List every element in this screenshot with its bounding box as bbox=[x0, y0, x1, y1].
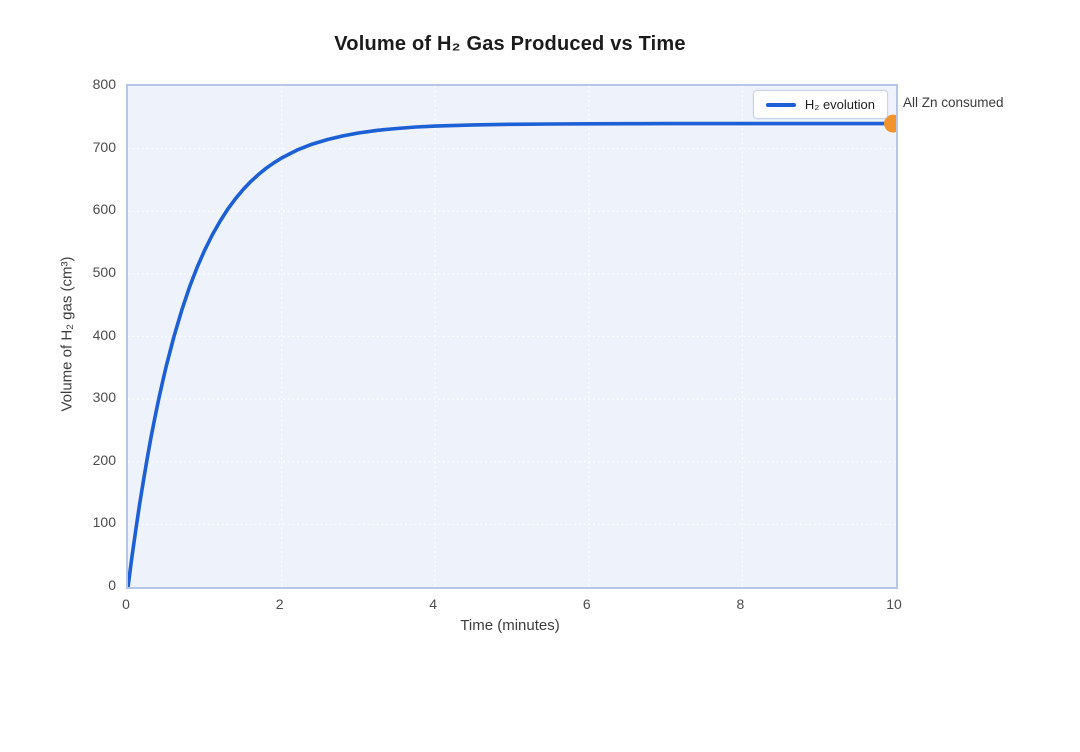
legend-label: H₂ evolution bbox=[804, 97, 875, 112]
endpoint-marker bbox=[884, 114, 896, 133]
y-tick-label: 500 bbox=[92, 263, 116, 280]
y-tick-label: 800 bbox=[92, 76, 116, 92]
y-axis-label: Volume of H₂ gas (cm³) bbox=[58, 256, 76, 412]
y-tick-label: 700 bbox=[92, 138, 116, 155]
x-tick-label: 2 bbox=[275, 596, 284, 612]
legend-line-swatch bbox=[765, 102, 796, 107]
x-tick-label: 0 bbox=[122, 596, 130, 612]
y-tick-label: 100 bbox=[92, 514, 116, 531]
annotation-all-zn-consumed: All Zn consumed bbox=[903, 95, 1004, 110]
y-tick-label: 200 bbox=[92, 451, 116, 468]
plot-area: H₂ evolution bbox=[126, 84, 898, 589]
x-axis-label: Time (minutes) bbox=[460, 617, 560, 634]
y-tick-label: 300 bbox=[92, 389, 116, 406]
y-tick-label: 600 bbox=[92, 201, 116, 218]
x-tick-label: 4 bbox=[429, 596, 438, 612]
series-line-h2-evolution bbox=[128, 121, 896, 587]
x-tick-label: 10 bbox=[886, 596, 902, 612]
y-tick-label: 0 bbox=[108, 577, 116, 593]
x-tick-label: 6 bbox=[582, 596, 591, 612]
plot-canvas bbox=[128, 86, 896, 587]
x-tick-label: 8 bbox=[736, 596, 745, 612]
y-tick-label: 400 bbox=[92, 326, 116, 343]
legend-item-h2-evolution[interactable]: H₂ evolution bbox=[752, 90, 888, 119]
chart-title: Volume of H₂ Gas Produced vs Time bbox=[334, 33, 686, 55]
